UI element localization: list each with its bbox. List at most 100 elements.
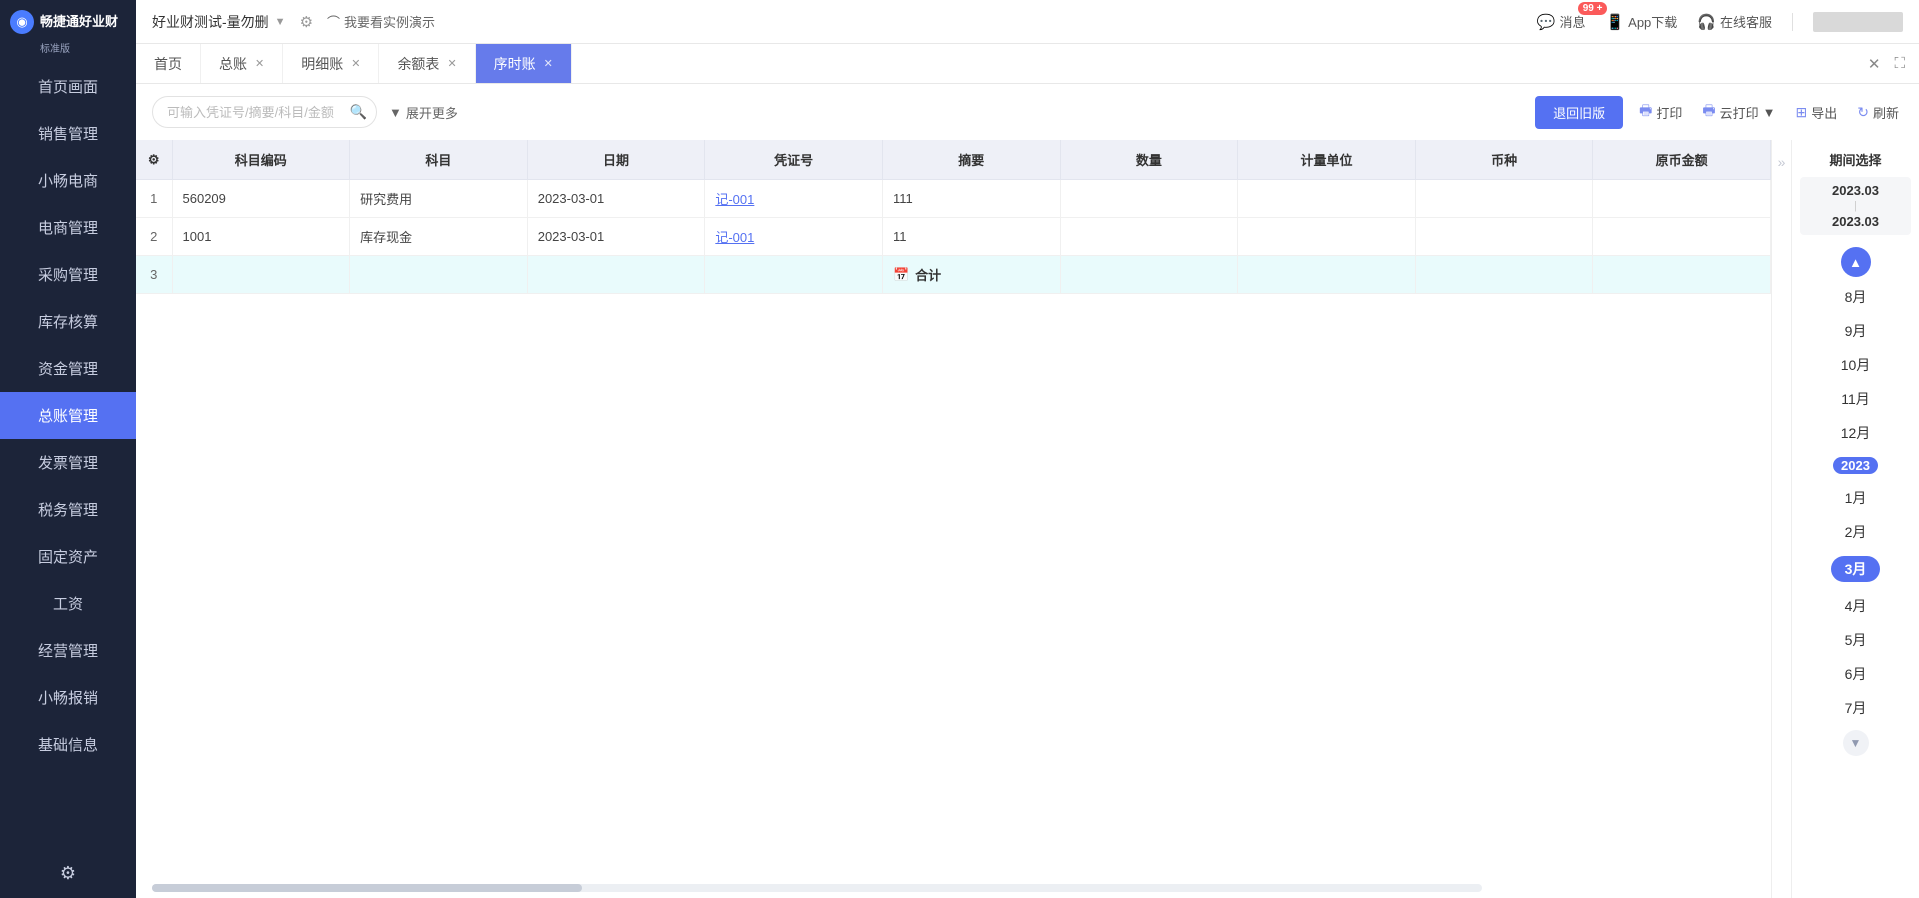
cell-qty-total — [1060, 256, 1238, 294]
voucher-link-2[interactable]: 记-001 — [715, 230, 754, 245]
month-item-9月[interactable]: 9月 — [1845, 321, 1867, 341]
cell-code-2: 1001 — [172, 218, 350, 256]
col-header-qty[interactable]: 数量 — [1060, 140, 1238, 180]
table-row-1[interactable]: 1 560209 研究费用 2023-03-01 记-001 111 — [136, 180, 1771, 218]
cell-currency-total — [1415, 256, 1593, 294]
close-icon-总账[interactable]: ✕ — [255, 57, 264, 70]
month-item-2月[interactable]: 2月 — [1845, 522, 1867, 542]
table-total-row[interactable]: 3 📅 合计 — [136, 256, 1771, 294]
col-header-index[interactable]: ⚙ — [136, 140, 172, 180]
month-item-8月[interactable]: 8月 — [1845, 287, 1867, 307]
tab-明细账[interactable]: 明细账 ✕ — [283, 44, 379, 83]
sidebar-item-9[interactable]: 税务管理 — [0, 486, 136, 533]
voucher-link-1[interactable]: 记-001 — [715, 192, 754, 207]
view-demo-link[interactable]: ⌒ 我要看实例演示 — [327, 12, 435, 31]
sidebar-item-5[interactable]: 库存核算 — [0, 298, 136, 345]
sidebar-item-1[interactable]: 销售管理 — [0, 110, 136, 157]
cell-voucher-2[interactable]: 记-001 — [705, 218, 883, 256]
tab-序时账[interactable]: 序时账 ✕ — [476, 44, 572, 83]
sidebar-item-2[interactable]: 小畅电商 — [0, 157, 136, 204]
refresh-button[interactable]: ↻ 刷新 — [1853, 97, 1903, 128]
sidebar-item-0[interactable]: 首页画面 — [0, 63, 136, 110]
fullscreen-icon[interactable]: ⛶ — [1894, 55, 1905, 72]
period-range-display[interactable]: 2023.03 | 2023.03 — [1800, 177, 1911, 235]
app-download-button[interactable]: 📱 App下载 — [1605, 12, 1677, 31]
account-settings-icon[interactable]: ⚙ — [300, 13, 313, 31]
month-item-12月[interactable]: 12月 — [1841, 423, 1871, 443]
sidebar-item-8[interactable]: 发票管理 — [0, 439, 136, 486]
online-service-button[interactable]: 🎧 在线客服 — [1697, 12, 1772, 31]
messages-button[interactable]: 💬 消息 99 + — [1537, 12, 1586, 31]
cell-currency-1 — [1415, 180, 1593, 218]
month-item-1月[interactable]: 1月 — [1845, 488, 1867, 508]
year-tag-2023[interactable]: 2023 — [1833, 457, 1878, 474]
tab-总账[interactable]: 总账 ✕ — [201, 44, 283, 83]
cell-subject-2: 库存现金 — [350, 218, 528, 256]
close-icon-明细账[interactable]: ✕ — [351, 57, 360, 70]
sidebar-item-14[interactable]: 基础信息 — [0, 721, 136, 768]
topbar-right-actions: 💬 消息 99 + 📱 App下载 🎧 在线客服 — [1537, 12, 1903, 32]
month-item-4月[interactable]: 4月 — [1845, 596, 1867, 616]
close-icon-余额表[interactable]: ✕ — [447, 57, 456, 70]
col-header-code[interactable]: 科目编码 — [172, 140, 350, 180]
headset-icon: 🎧 — [1697, 13, 1716, 31]
calendar-icon: 📅 — [893, 267, 909, 283]
month-list: 8月 9月 10月 11月 12月 2023 1月 2月 3月 4月 5月 6月… — [1800, 287, 1911, 718]
sidebar-item-10[interactable]: 固定资产 — [0, 533, 136, 580]
col-header-summary[interactable]: 摘要 — [882, 140, 1060, 180]
month-item-5月[interactable]: 5月 — [1845, 630, 1867, 650]
cell-summary-total: 📅 合计 — [882, 256, 1060, 294]
month-scroll-down-button[interactable]: ▼ — [1843, 730, 1869, 756]
expand-more-button[interactable]: ▼ 展开更多 — [389, 103, 458, 122]
search-icon[interactable]: 🔍 — [350, 104, 367, 121]
month-item-7月[interactable]: 7月 — [1845, 698, 1867, 718]
col-header-currency[interactable]: 币种 — [1415, 140, 1593, 180]
close-all-icon[interactable]: ✕ — [1868, 55, 1881, 73]
brand-sub-label: 标准版 — [0, 40, 136, 63]
cell-qty-2 — [1060, 218, 1238, 256]
back-to-old-version-button[interactable]: 退回旧版 — [1535, 96, 1623, 129]
horizontal-scrollbar-thumb[interactable] — [152, 884, 582, 892]
sidebar-item-13[interactable]: 小畅报销 — [0, 674, 136, 721]
period-selector-panel: 期间选择 2023.03 | 2023.03 ▲ 8月 9月 10月 11月 1… — [1791, 140, 1919, 898]
close-icon-序时账[interactable]: ✕ — [544, 57, 553, 70]
cell-voucher-total — [705, 256, 883, 294]
col-header-subject[interactable]: 科目 — [350, 140, 528, 180]
month-item-3月-selected[interactable]: 3月 — [1831, 556, 1881, 582]
col-header-date[interactable]: 日期 — [527, 140, 705, 180]
col-header-unit[interactable]: 计量单位 — [1238, 140, 1416, 180]
month-item-11月[interactable]: 11月 — [1841, 389, 1870, 409]
user-avatar-placeholder[interactable] — [1813, 12, 1903, 32]
cell-voucher-1[interactable]: 记-001 — [705, 180, 883, 218]
table-row-2[interactable]: 2 1001 库存现金 2023-03-01 记-001 11 — [136, 218, 1771, 256]
chevron-down-icon: ▼ — [275, 16, 286, 28]
month-item-6月[interactable]: 6月 — [1845, 664, 1867, 684]
cloud-print-button[interactable]: 🖶 云打印 ▼ — [1698, 94, 1779, 130]
cell-unit-1 — [1238, 180, 1416, 218]
cell-unit-2 — [1238, 218, 1416, 256]
print-button[interactable]: 🖶 打印 — [1635, 94, 1686, 130]
period-panel-collapse-toggle[interactable]: » — [1771, 140, 1791, 898]
tab-余额表[interactable]: 余额表 ✕ — [379, 44, 475, 83]
main-content-area: ⚙ 科目编码 科目 日期 凭证号 摘要 数量 计量单位 币种 原币金额 1 56… — [136, 140, 1919, 898]
tab-home[interactable]: 首页 — [136, 44, 201, 83]
col-header-voucher[interactable]: 凭证号 — [705, 140, 883, 180]
horizontal-scrollbar-track[interactable] — [152, 884, 1482, 892]
sidebar-item-11[interactable]: 工资 — [0, 580, 136, 627]
month-scroll-up-button[interactable]: ▲ — [1841, 247, 1871, 277]
col-header-amount[interactable]: 原币金额 — [1593, 140, 1771, 180]
search-input[interactable] — [152, 96, 377, 128]
sidebar-item-12[interactable]: 经营管理 — [0, 627, 136, 674]
topbar-divider — [1792, 13, 1793, 31]
sidebar-item-3[interactable]: 电商管理 — [0, 204, 136, 251]
month-item-10月[interactable]: 10月 — [1841, 355, 1871, 375]
sidebar-item-7-总账管理[interactable]: 总账管理 — [0, 392, 136, 439]
period-panel-title: 期间选择 — [1829, 150, 1881, 169]
settings-icon[interactable]: ⚙ — [0, 849, 136, 898]
sidebar-item-4[interactable]: 采购管理 — [0, 251, 136, 298]
account-selector[interactable]: 好业财测试-量勿删 ▼ — [152, 12, 286, 32]
sidebar-item-6[interactable]: 资金管理 — [0, 345, 136, 392]
export-button[interactable]: ⊞ 导出 — [1792, 97, 1842, 128]
table-header-row: ⚙ 科目编码 科目 日期 凭证号 摘要 数量 计量单位 币种 原币金额 — [136, 140, 1771, 180]
headset-demo-icon: ⌒ — [327, 12, 340, 31]
